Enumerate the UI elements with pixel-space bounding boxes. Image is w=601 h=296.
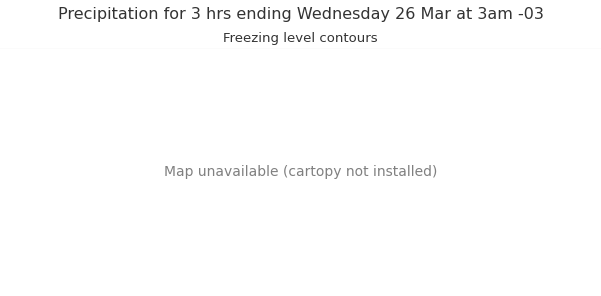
Text: Map unavailable (cartopy not installed): Map unavailable (cartopy not installed) (164, 165, 437, 179)
Text: Precipitation for 3 hrs ending Wednesday 26 Mar at 3am -03: Precipitation for 3 hrs ending Wednesday… (58, 7, 543, 22)
Text: Freezing level contours: Freezing level contours (223, 32, 378, 45)
